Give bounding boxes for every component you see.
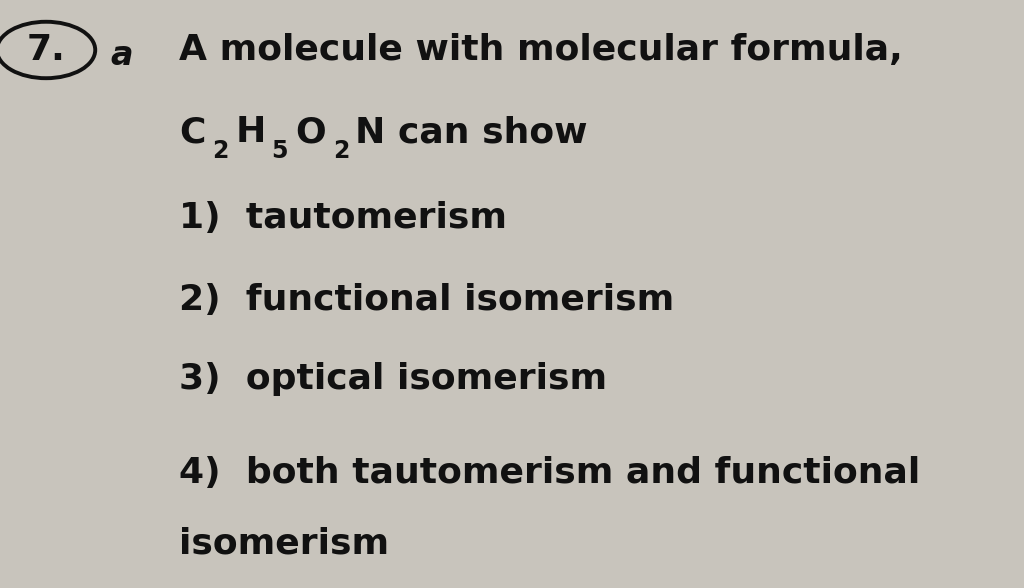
Text: N can show: N can show xyxy=(355,115,588,149)
Text: C: C xyxy=(179,115,206,149)
Text: isomerism: isomerism xyxy=(179,527,389,561)
Text: 1)  tautomerism: 1) tautomerism xyxy=(179,201,507,235)
Text: 3)  optical isomerism: 3) optical isomerism xyxy=(179,362,607,396)
Text: 4)  both tautomerism and functional: 4) both tautomerism and functional xyxy=(179,456,921,490)
Text: O: O xyxy=(295,115,326,149)
Text: 7.: 7. xyxy=(27,33,66,67)
Text: A molecule with molecular formula,: A molecule with molecular formula, xyxy=(179,33,903,67)
Text: H: H xyxy=(236,115,266,149)
Text: 2: 2 xyxy=(333,139,349,163)
Text: 2: 2 xyxy=(212,139,228,163)
Text: 2)  functional isomerism: 2) functional isomerism xyxy=(179,283,675,317)
Text: 5: 5 xyxy=(271,139,288,163)
Text: a: a xyxy=(111,39,133,72)
